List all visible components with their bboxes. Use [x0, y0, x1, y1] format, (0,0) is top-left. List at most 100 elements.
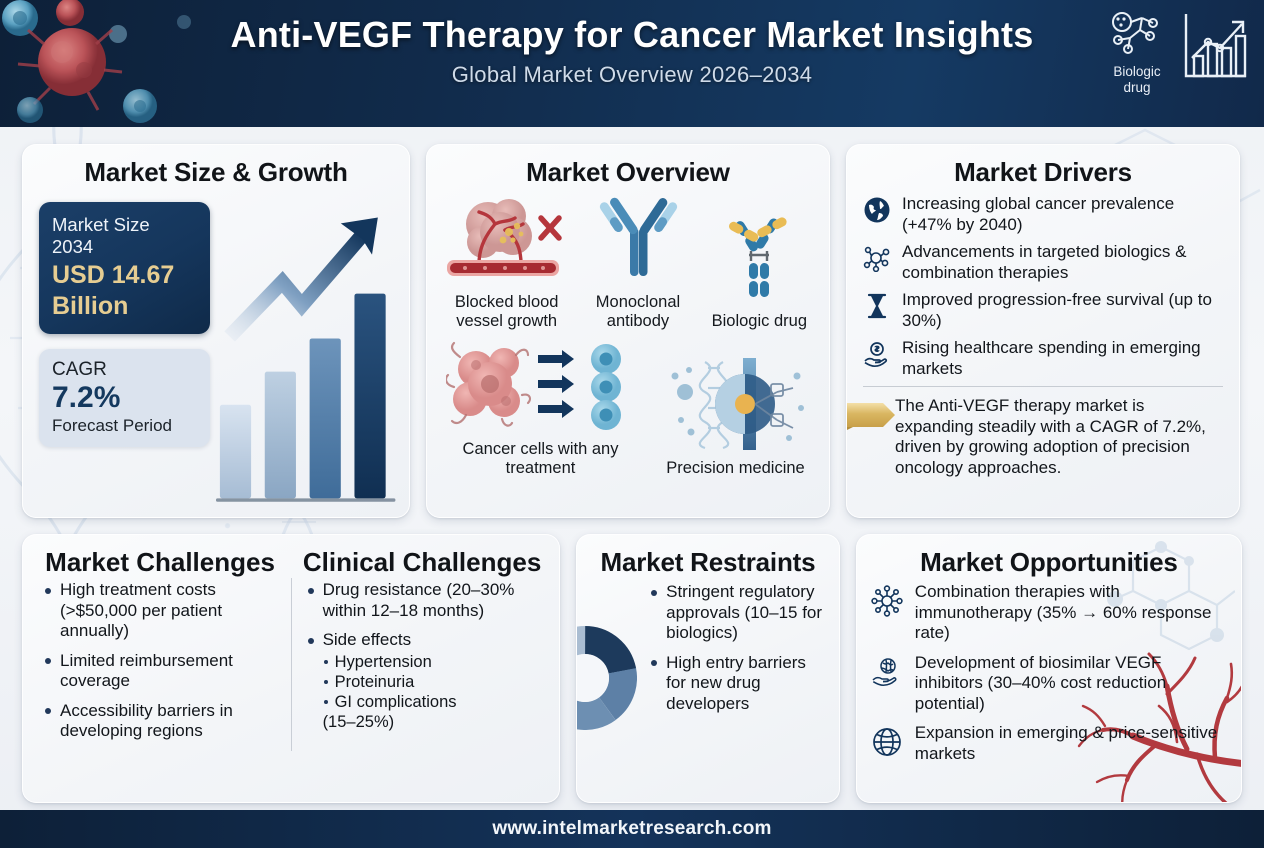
globe-grid-icon	[871, 723, 905, 763]
driver-text-0: Increasing global cancer prevalence (+47…	[902, 194, 1175, 234]
overview-caption-precision: Precision medicine	[666, 459, 805, 477]
market-size-value-line2: Billion	[52, 292, 129, 320]
page-subtitle: Global Market Overview 2026–2034	[451, 62, 813, 87]
driver-item-2: Improved progression-free survival (up t…	[863, 290, 1225, 331]
market-drivers-card: Market Drivers Increasing glo	[846, 144, 1240, 518]
logo-label-line1: Biologic	[1113, 64, 1161, 79]
opportunity-item-0: Combination therapies with immunotherapy…	[871, 582, 1229, 644]
molecule-icon	[1112, 12, 1158, 54]
logo-label-line2: drug	[1123, 80, 1151, 95]
header-title-block: Anti-VEGF Therapy for Cancer Market Insi…	[0, 14, 1264, 88]
content-stage: Market Size & Growth Market Size 2034 US…	[0, 127, 1264, 848]
globe-icon	[863, 194, 893, 229]
market-size-label-line1: Market Size	[52, 214, 150, 235]
growth-bar-chart-icon	[215, 217, 396, 502]
cancer-cells-icon	[2, 0, 191, 123]
precision-medicine-icon	[671, 358, 804, 450]
overview-item-antibody: Monoclonal antibody	[586, 188, 690, 331]
biologic-drug-icon	[729, 217, 787, 297]
hourglass-icon	[863, 290, 893, 325]
blocked-blood-vessel-icon	[446, 199, 562, 276]
overview-item-cancer-cells: Cancer cells with any treatment	[444, 339, 636, 478]
market-overview-bottom-row: Cancer cells with any treatment	[427, 331, 829, 478]
driver-item-3: Rising healthcare spending in emerging m…	[863, 338, 1225, 379]
opportunity-text-0: Combination therapies with immunotherapy…	[914, 582, 1212, 642]
market-restraint-1: High entry barriers for new drug develop…	[649, 653, 827, 715]
hand-dollar-icon	[863, 338, 893, 373]
clinical-challenges-title: Clinical Challenges	[302, 547, 542, 577]
cagr-label: CAGR	[52, 359, 107, 380]
market-opportunities-title: Market Opportunities	[920, 547, 1178, 577]
page-title: Anti-VEGF Therapy for Cancer Market Insi…	[230, 14, 1034, 55]
page-footer: www.intelmarketresearch.com	[0, 810, 1264, 848]
opportunity-text-2: Expansion in emerging & price-sensitive …	[914, 723, 1218, 763]
overview-caption-cancer-cells: Cancer cells with any treatment	[462, 440, 619, 477]
market-challenge-0: High treatment costs (>$50,000 per patie…	[43, 580, 279, 642]
footer-url: www.intelmarketresearch.com	[492, 818, 772, 839]
clinical-challenge-0: Drug resistance (20–30% within 12–18 mon…	[306, 580, 542, 621]
opportunity-item-2: Expansion in emerging & price-sensitive …	[871, 723, 1229, 764]
cancer-cells-treatment-icon	[444, 341, 621, 430]
cagr-value: 7.2%	[52, 381, 121, 414]
side-effects-range: (15–25%)	[322, 712, 395, 731]
bar-chart-growth-icon	[1184, 14, 1247, 78]
virus-node-icon	[871, 582, 905, 622]
market-restraints-card: Market Restraints Stringent regul	[576, 534, 840, 803]
market-challenge-2: Accessibility barriers in developing reg…	[43, 701, 279, 742]
market-challenges-list: High treatment costs (>$50,000 per patie…	[43, 580, 279, 742]
market-restraints-list: Stringent regulatory approvals (10–15 fo…	[649, 582, 827, 714]
hand-cell-icon	[871, 653, 905, 693]
side-effects-list: Hypertension Proteinuria GI complication…	[323, 652, 542, 712]
opportunity-item-1: Development of biosimilar VEGF inhibitor…	[871, 653, 1229, 715]
driver-text-2: Improved progression-free survival (up t…	[902, 290, 1212, 330]
biologic-drug-logo: Biologic drug	[1100, 10, 1174, 95]
market-challenge-1: Limited reimbursement coverage	[43, 651, 279, 692]
market-size-card: Market Size & Growth Market Size 2034 US…	[22, 144, 410, 518]
market-size-stat: Market Size 2034 USD 14.67 Billion	[39, 202, 210, 334]
market-drivers-title: Market Drivers	[954, 157, 1132, 187]
side-effect-2: GI complications	[323, 692, 542, 712]
overview-caption-biologic: Biologic drug	[711, 312, 807, 330]
market-overview-title: Market Overview	[526, 157, 730, 187]
driver-text-3: Rising healthcare spending in emerging m…	[902, 338, 1201, 378]
gold-ribbon-arrow-icon	[847, 403, 895, 430]
overview-item-precision: Precision medicine	[661, 358, 811, 478]
monoclonal-antibody-icon	[599, 197, 678, 276]
overview-item-biologic: Biologic drug	[705, 207, 813, 331]
market-overview-top-row: Blocked blood vessel growth	[427, 188, 829, 331]
market-overview-card: Market Overview	[426, 144, 830, 518]
clinical-challenge-1: Side effects Hypertension Proteinuria GI…	[306, 630, 542, 732]
molecule-icon	[863, 242, 893, 277]
side-effect-0: Hypertension	[323, 652, 542, 672]
overview-caption-antibody: Monoclonal antibody	[595, 293, 681, 330]
driver-text-1: Advancements in targeted biologics & com…	[902, 242, 1187, 282]
page-header: Anti-VEGF Therapy for Cancer Market Insi…	[0, 0, 1264, 127]
drivers-note: The Anti-VEGF therapy market is expandin…	[847, 396, 1225, 478]
drivers-divider	[863, 386, 1223, 387]
market-restraint-0: Stringent regulatory approvals (10–15 fo…	[649, 582, 827, 644]
market-restraints-title: Market Restraints	[600, 547, 816, 577]
driver-item-1: Advancements in targeted biologics & com…	[863, 242, 1225, 283]
market-challenges-title: Market Challenges	[45, 547, 275, 577]
opportunity-text-1: Development of biosimilar VEGF inhibitor…	[914, 652, 1167, 713]
challenges-card: Market Challenges Clinical Challenges Hi…	[22, 534, 561, 803]
top-row: Market Size & Growth Market Size 2034 US…	[22, 144, 1242, 518]
market-challenges-column: High treatment costs (>$50,000 per patie…	[29, 578, 291, 751]
drivers-note-text: The Anti-VEGF therapy market is expandin…	[895, 396, 1206, 477]
bottom-row: Market Challenges Clinical Challenges Hi…	[22, 534, 1242, 803]
overview-item-blocked-vessel: Blocked blood vessel growth	[443, 188, 571, 331]
market-opportunities-card: Market Opportunities	[855, 534, 1242, 803]
clinical-challenge-1-label: Side effects	[322, 630, 412, 649]
side-effect-1: Proteinuria	[323, 672, 542, 692]
clinical-challenges-column: Drug resistance (20–30% within 12–18 mon…	[290, 578, 554, 751]
donut-chart-icon	[577, 626, 638, 735]
market-size-title: Market Size & Growth	[84, 157, 348, 187]
cagr-stat: CAGR 7.2% Forecast Period	[39, 349, 210, 447]
cagr-sub: Forecast Period	[52, 416, 172, 435]
overview-caption-blocked: Blocked blood vessel growth	[454, 293, 559, 330]
clinical-challenges-list: Drug resistance (20–30% within 12–18 mon…	[306, 580, 542, 732]
header-logo: Biologic drug	[1100, 10, 1250, 95]
market-size-value-line1: USD 14.67	[52, 261, 175, 289]
market-size-label-line2: 2034	[52, 236, 94, 257]
growth-chart-logo	[1180, 10, 1250, 93]
